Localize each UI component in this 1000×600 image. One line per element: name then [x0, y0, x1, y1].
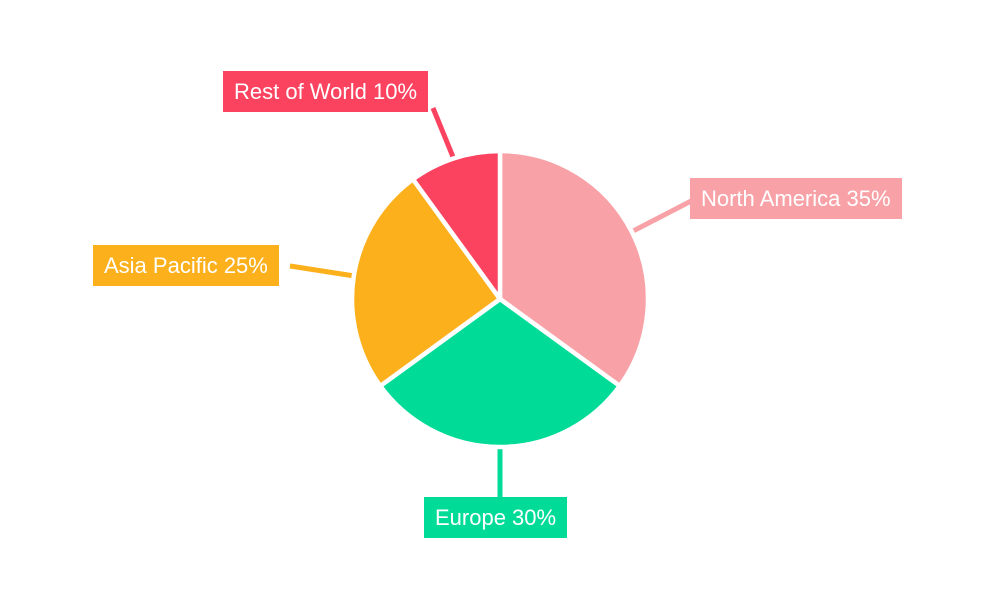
callout-line-asia-pacific	[289, 263, 363, 280]
callout-label-north-america: North America 35%	[690, 178, 902, 219]
callout-line-north-america	[623, 196, 697, 238]
callout-label-europe: Europe 30%	[424, 497, 568, 538]
pie-slice-rest-of-world	[410, 148, 503, 302]
pie-slice-europe	[378, 296, 622, 450]
callout-label-rest-of-world: Rest of World 10%	[223, 71, 429, 112]
pie-slice-asia-pacific	[349, 177, 503, 389]
pie-slice-north-america	[497, 148, 651, 389]
callout-label-asia-pacific: Asia Pacific 25%	[93, 245, 279, 286]
